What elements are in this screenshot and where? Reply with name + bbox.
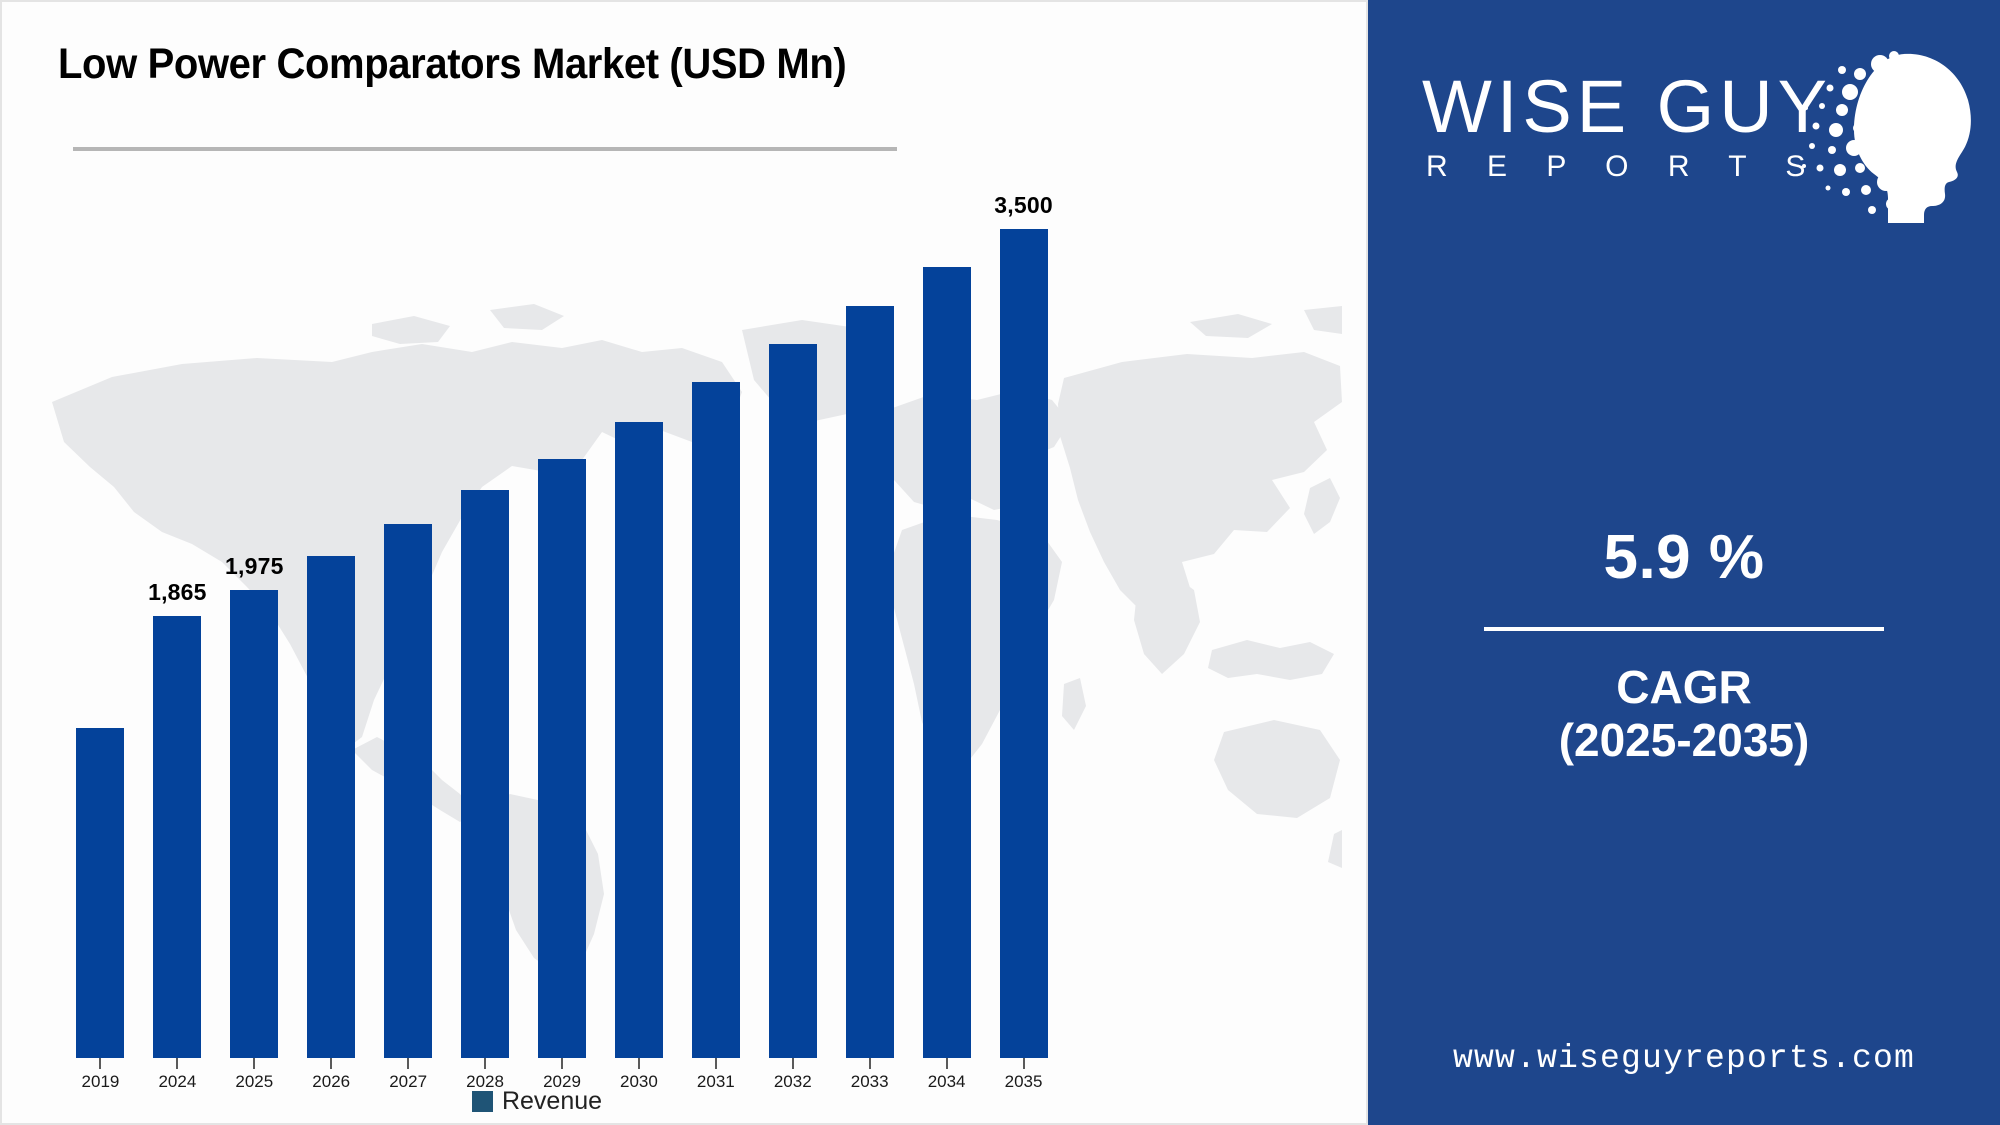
x-tick-2031 — [714, 1058, 717, 1069]
legend-label-revenue: Revenue — [501, 1087, 603, 1115]
chart-panel: Low Power Comparators Market (USD Mn) 20… — [0, 0, 1368, 1125]
bar-2029[interactable] — [538, 459, 586, 1058]
bar-group: 3,500 2035 — [994, 182, 1052, 1091]
x-axis-label-2028: 2028 — [466, 1072, 504, 1091]
x-tick-2024 — [176, 1058, 179, 1069]
x-tick-2034 — [945, 1058, 948, 1069]
chart-legend: Revenue — [2, 1087, 1072, 1116]
plot-area: 2019 1,865 2024 1,975 2025 2026 2027 2028 2029 20… — [62, 182, 1062, 1091]
website-url: www.wiseguyreports.com — [1452, 1040, 1916, 1077]
x-tick-2033 — [868, 1058, 871, 1069]
x-axis-label-2019: 2019 — [81, 1072, 120, 1091]
bar-value-label-2024: 1,865 — [148, 579, 207, 606]
legend-swatch-revenue — [471, 1091, 493, 1112]
bar-2027[interactable] — [384, 524, 433, 1058]
cagr-caption-label: CAGR — [1616, 661, 1752, 713]
x-axis-label-2026: 2026 — [312, 1072, 351, 1091]
x-tick-2035 — [1022, 1058, 1025, 1069]
bar-group: 1,865 2024 — [148, 182, 206, 1091]
x-axis-label-2027: 2027 — [389, 1072, 428, 1091]
cagr-divider — [1484, 627, 1884, 631]
bar-value-label-2035: 3,500 — [994, 192, 1053, 219]
x-tick-2027 — [407, 1058, 410, 1069]
wiseguyreports-logo: WISE GUY R E P O R T S — [1402, 51, 1971, 223]
bar-group: 2019 — [76, 182, 125, 1091]
cagr-caption-period: (2025-2035) — [1558, 713, 1810, 766]
logo-line-reports: R E P O R T S — [1426, 150, 1821, 184]
bar-group: 2026 — [307, 182, 356, 1091]
x-axis-label-2032: 2032 — [773, 1072, 812, 1091]
bar-2031[interactable] — [691, 382, 740, 1058]
bar-group: 1,975 2025 — [225, 182, 283, 1091]
bar-2033[interactable] — [845, 306, 894, 1058]
brand-panel: WISE GUY R E P O R T S — [1368, 0, 2000, 1125]
bar-2026[interactable] — [307, 556, 356, 1058]
bar-2019[interactable] — [76, 727, 125, 1058]
x-axis-label-2033: 2033 — [850, 1072, 889, 1091]
logo-wordmark: WISE GUY R E P O R T S — [1422, 65, 1833, 184]
bar-2032[interactable] — [768, 344, 817, 1058]
x-tick-2019 — [99, 1058, 102, 1069]
bar-2034[interactable] — [922, 267, 971, 1058]
x-tick-2030 — [637, 1058, 640, 1069]
bar-2030[interactable] — [614, 422, 663, 1058]
x-tick-2029 — [561, 1058, 563, 1069]
bar-group: 2027 — [384, 182, 433, 1091]
bar-value-label-2025: 1,975 — [225, 553, 284, 580]
bar-2035[interactable] — [999, 229, 1048, 1058]
bar-group: 2029 — [538, 182, 586, 1091]
bar-group: 2033 — [845, 182, 894, 1091]
x-axis-label-2029: 2029 — [543, 1072, 581, 1091]
bar-2024[interactable] — [153, 616, 202, 1058]
bar-2025[interactable] — [230, 590, 279, 1058]
logo-line-wiseguy: WISE GUY — [1422, 65, 1833, 148]
x-axis-label-2031: 2031 — [696, 1072, 735, 1091]
bar-group: 2028 — [461, 182, 510, 1091]
x-axis-label-2025: 2025 — [235, 1072, 274, 1091]
x-axis-label-2035: 2035 — [1004, 1072, 1043, 1091]
cagr-value: 5.9 % — [1603, 523, 1765, 592]
x-axis-label-2024: 2024 — [158, 1072, 197, 1091]
bar-group: 2030 — [614, 182, 663, 1091]
x-axis-label-2030: 2030 — [620, 1072, 658, 1091]
x-axis-label-2034: 2034 — [927, 1072, 966, 1091]
bar-group: 2032 — [768, 182, 817, 1091]
x-tick-2028 — [484, 1058, 487, 1069]
bar-2028[interactable] — [461, 489, 510, 1058]
x-tick-2026 — [330, 1058, 333, 1069]
title-divider — [73, 147, 897, 151]
dotted-head-profile-icon — [1784, 48, 1974, 223]
cagr-block: 5.9 % CAGR (2025-2035) — [1368, 527, 2000, 767]
bar-group: 2031 — [691, 182, 740, 1091]
chart-title: Low Power Comparators Market (USD Mn) — [58, 40, 847, 88]
bar-group: 2034 — [922, 182, 971, 1091]
x-tick-2032 — [791, 1058, 794, 1069]
x-tick-2025 — [253, 1058, 256, 1069]
